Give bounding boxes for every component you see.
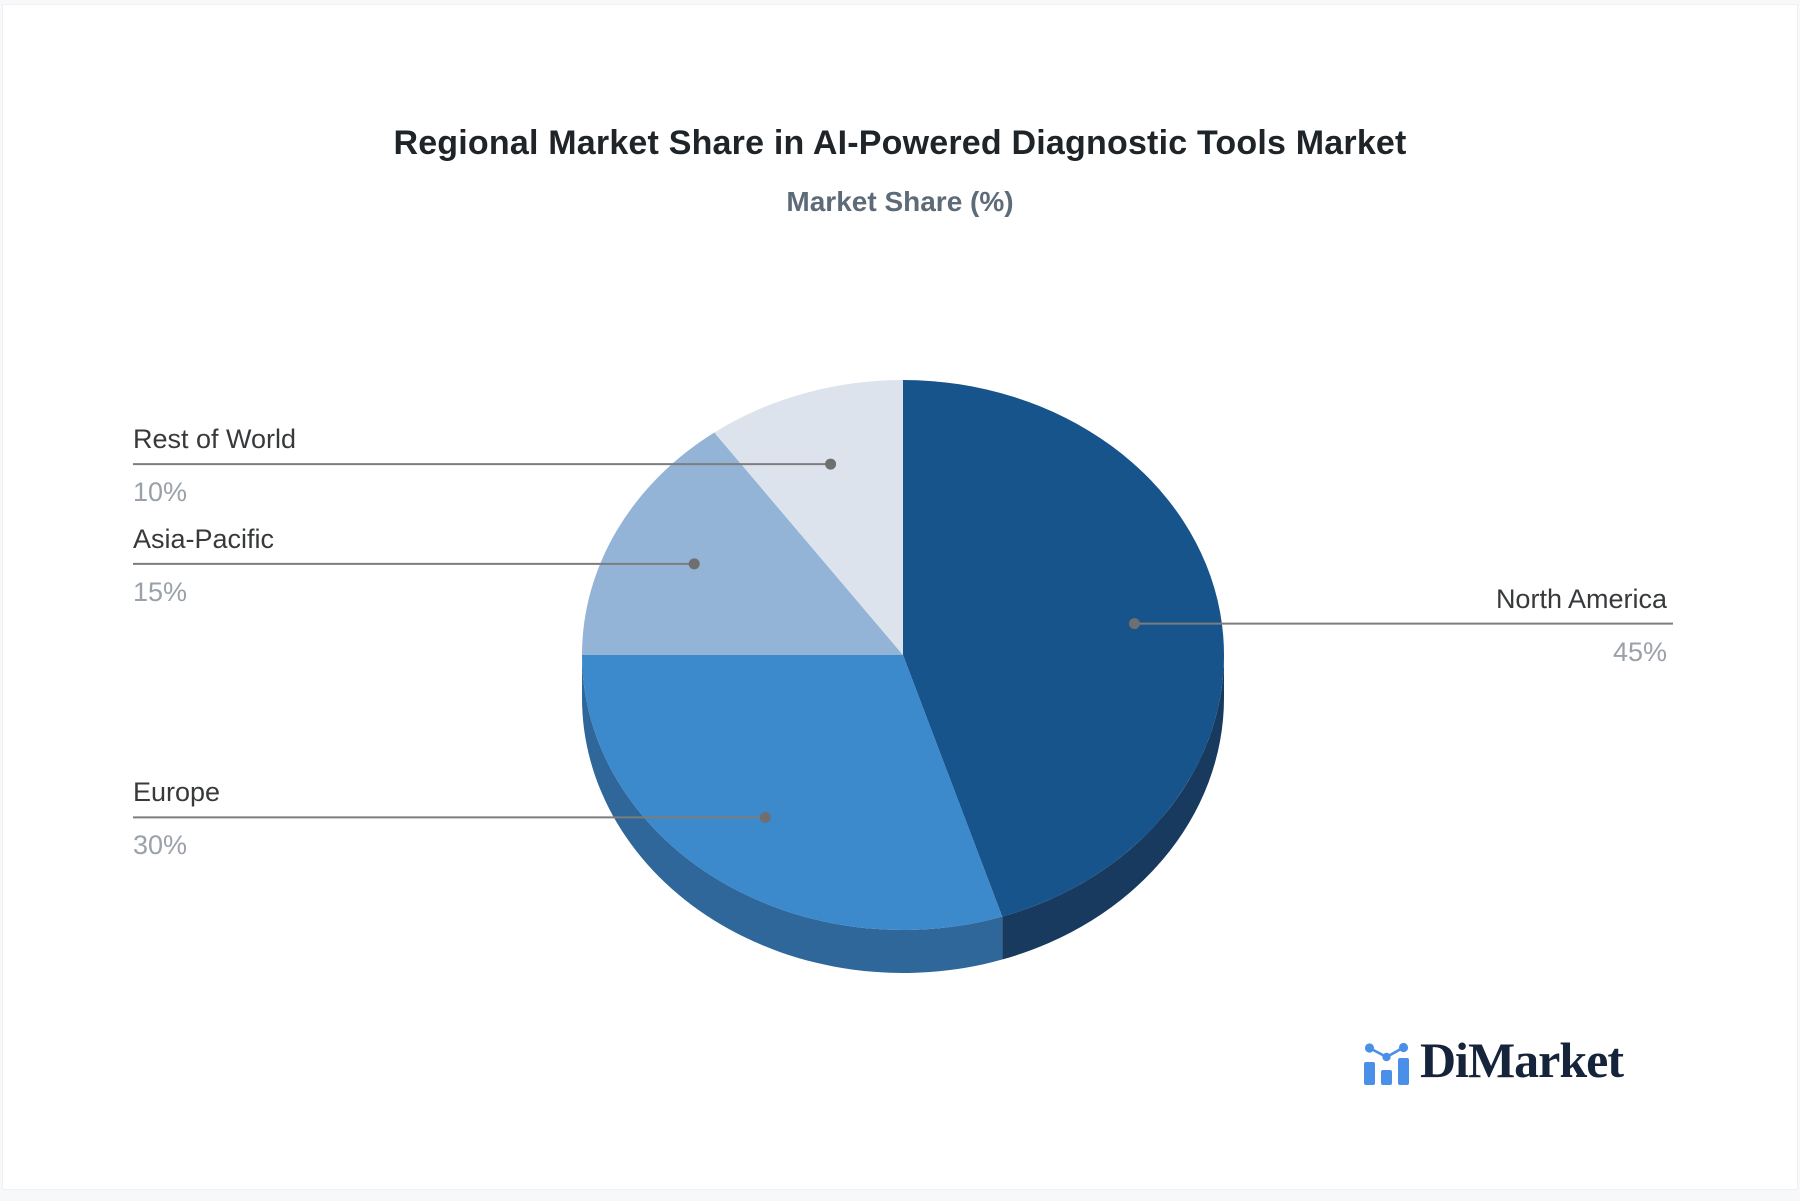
- slice-percent-north-america: 45%: [1612, 636, 1667, 667]
- chart-card: Regional Market Share in AI-Powered Diag…: [2, 4, 1798, 1190]
- pie-slice-north-america[interactable]: [903, 380, 1224, 917]
- slice-percent-rest-of-world: 10%: [133, 477, 188, 508]
- leader-dot-asia-pacific: [688, 558, 700, 570]
- leader-dot-north-america: [1128, 618, 1140, 630]
- slice-percent-europe: 30%: [133, 830, 188, 861]
- pie-slice-rest-of-world[interactable]: [714, 380, 903, 655]
- slice-label-asia-pacific: Asia-Pacific: [133, 523, 275, 554]
- leader-dot-europe: [759, 811, 771, 823]
- chart-subtitle: Market Share (%): [786, 186, 1014, 217]
- slice-label-north-america: North America: [1495, 583, 1667, 614]
- slice-label-rest-of-world: Rest of World: [133, 424, 297, 455]
- brand-name: DiMarket: [1419, 1032, 1624, 1088]
- brand-logo: DiMarket: [1363, 1032, 1624, 1088]
- pie-slice-asia-pacific[interactable]: [582, 432, 903, 655]
- leader-dot-rest-of-world: [825, 458, 837, 470]
- slice-percent-asia-pacific: 15%: [133, 576, 188, 607]
- pie-slice-europe[interactable]: [581, 655, 1003, 930]
- bar-line-chart-icon: [1363, 1043, 1409, 1085]
- slice-label-europe: Europe: [133, 777, 221, 808]
- pie-slice-rim-europe: [581, 655, 1003, 973]
- chart-title: Regional Market Share in AI-Powered Diag…: [393, 124, 1407, 162]
- pie-slice-rim-north-america: [1002, 655, 1224, 960]
- pie-chart: [133, 380, 1673, 973]
